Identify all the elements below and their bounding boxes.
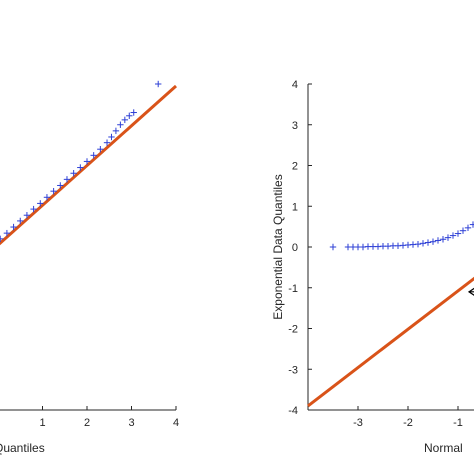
y-tick-label: 4: [292, 79, 298, 91]
data-point: [63, 176, 71, 183]
data-point: [464, 224, 472, 232]
data-point: [424, 239, 432, 246]
right-x-ticks: -3 -2 -1: [353, 406, 463, 429]
x-tick-label: 1: [39, 417, 45, 429]
data-point: [37, 200, 44, 207]
x-tick-label: -2: [403, 417, 413, 429]
data-point: [439, 236, 447, 243]
y-tick-label: -1: [288, 283, 298, 295]
x-tick-label: -3: [353, 417, 363, 429]
data-point: [3, 229, 11, 237]
data-point: [57, 182, 64, 189]
data-point: [414, 240, 422, 248]
y-tick-label: 3: [292, 120, 298, 132]
right-plot: -3 -2 -1 -4 -3 -2 -1 0 1 2 3 4 Normal Exponential …: [271, 79, 474, 455]
right-markers: [329, 221, 474, 251]
annotation-arrow: [467, 287, 474, 296]
x-tick-label: 2: [84, 417, 90, 429]
data-point: [43, 194, 51, 201]
y-tick-label: 1: [292, 201, 298, 213]
data-point: [103, 139, 111, 146]
left-reference-line-group: [0, 84, 177, 246]
left-plot: 1 2 3 4 Quantiles: [0, 80, 179, 455]
left-x-ticks: 1 2 3 4: [39, 406, 179, 429]
data-point: [449, 232, 457, 239]
right-x-axis-label: Normal: [424, 441, 463, 455]
reference-line: [0, 84, 177, 246]
y-tick-label: -3: [288, 364, 298, 376]
right-y-axis-label: Exponential Data Quantiles: [271, 174, 285, 319]
data-point: [83, 158, 91, 165]
data-point: [77, 164, 84, 171]
data-point: [444, 234, 452, 241]
data-point: [419, 240, 427, 247]
right-reference-line-group: [307, 276, 474, 408]
data-point: [10, 223, 17, 231]
x-tick-label: -1: [453, 417, 463, 429]
data-point: [459, 227, 467, 234]
data-point: [155, 80, 162, 88]
y-tick-label: 2: [292, 161, 298, 173]
right-y-ticks: -4 -3 -2 -1 0 1 2 3 4: [288, 79, 312, 417]
data-point: [108, 133, 115, 141]
x-tick-label: 4: [173, 417, 179, 429]
data-point: [50, 187, 57, 195]
right-annotation: [467, 287, 474, 296]
data-point: [0, 235, 4, 243]
data-point: [329, 243, 337, 251]
x-tick-label: 3: [128, 417, 134, 429]
left-x-axis-label: Quantiles: [0, 441, 45, 455]
data-point: [97, 146, 104, 153]
data-point: [112, 127, 120, 135]
data-point: [454, 230, 462, 237]
y-tick-label: 0: [292, 242, 298, 254]
reference-line: [307, 276, 474, 408]
y-tick-label: -4: [288, 405, 298, 417]
data-point: [70, 170, 77, 177]
data-point: [30, 205, 37, 213]
y-tick-label: -2: [288, 324, 298, 336]
left-markers: [0, 80, 162, 243]
data-point: [130, 109, 137, 116]
data-point: [121, 116, 129, 124]
data-point: [117, 121, 124, 128]
data-point: [90, 152, 97, 159]
data-point: [23, 212, 31, 219]
data-point: [126, 112, 133, 119]
data-point: [469, 221, 474, 228]
data-point: [434, 237, 442, 244]
data-point: [429, 238, 437, 245]
data-point: [17, 217, 24, 225]
